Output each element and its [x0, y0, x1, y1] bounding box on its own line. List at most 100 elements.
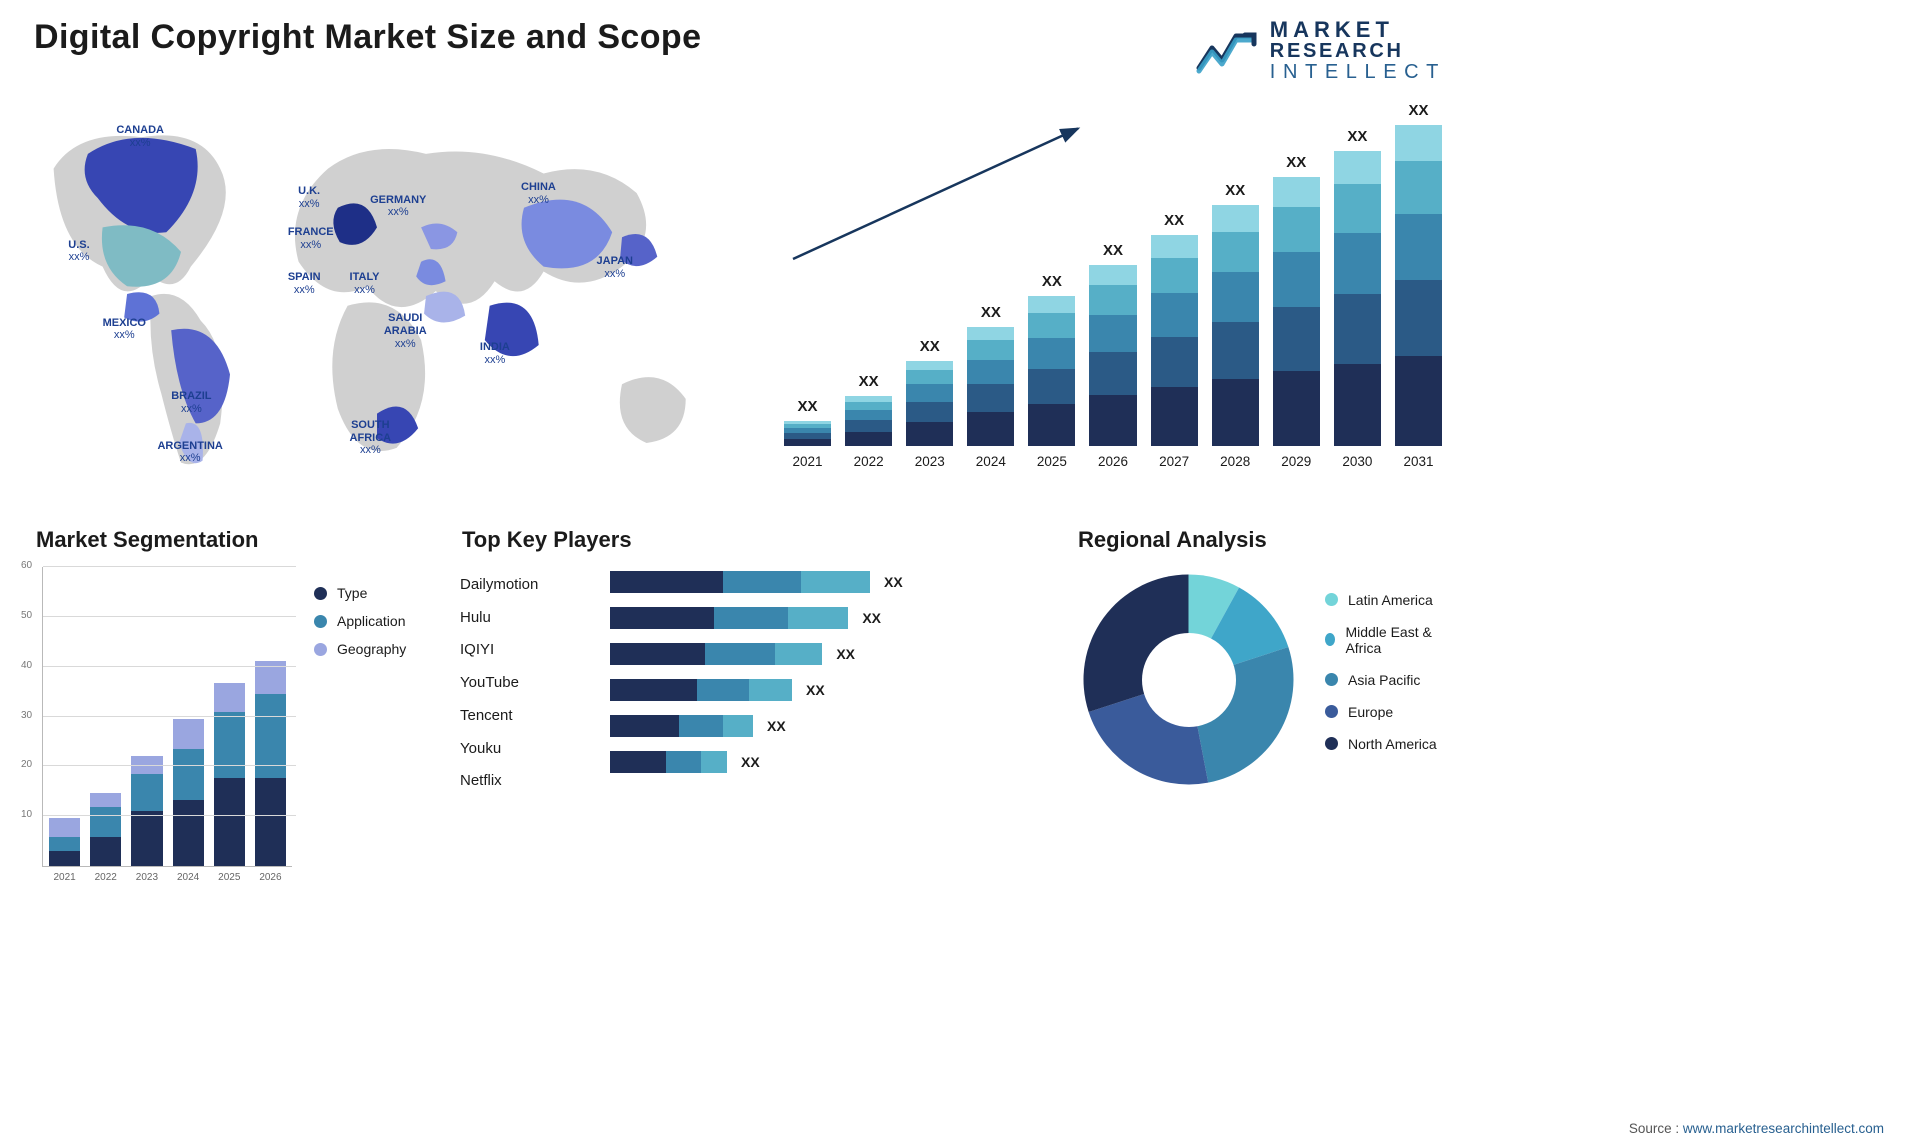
- player-name: Hulu: [460, 602, 575, 635]
- brand-line3: INTELLECT: [1270, 62, 1446, 83]
- regional-donut-chart: [1076, 567, 1301, 792]
- legend-item: Application: [314, 613, 406, 629]
- map-label: SPAINxx%: [288, 271, 321, 296]
- bar-value-label: XX: [981, 304, 1001, 321]
- map-label: JAPANxx%: [597, 255, 633, 280]
- legend-item: Geography: [314, 641, 406, 657]
- player-name: Youku: [460, 733, 575, 766]
- forecast-bar: XX 2031: [1395, 102, 1442, 469]
- players-list: DailymotionHuluIQIYIYouTubeTencentYoukuN…: [460, 567, 575, 798]
- forecast-bar: XX 2025: [1028, 273, 1075, 469]
- segmentation-bar: 2022: [90, 793, 121, 866]
- world-map-panel: CANADAxx% U.S.xx% MEXICOxx% BRAZILxx% ARGENT…: [34, 91, 720, 501]
- legend-item: Type: [314, 585, 406, 601]
- legend-item: Europe: [1325, 704, 1446, 720]
- player-value-label: XX: [741, 754, 760, 770]
- player-name: YouTube: [460, 667, 575, 700]
- segmentation-heading: Market Segmentation: [36, 527, 434, 553]
- bar-value-label: XX: [1164, 212, 1184, 229]
- forecast-bar-chart: XX 2021 XX 2022 XX 2023 XX 2024 XX 2025 XX 2026 XX 20…: [760, 91, 1446, 501]
- brand-logo: MARKET RESEARCH INTELLECT: [1196, 18, 1446, 83]
- bar-x-label: 2021: [793, 454, 823, 469]
- forecast-bar: XX 2027: [1151, 212, 1198, 469]
- bar-value-label: XX: [1225, 182, 1245, 199]
- map-label: SAUDIARABIAxx%: [384, 312, 427, 350]
- segmentation-chart: 202120222023202420252026 102030405060: [42, 567, 292, 867]
- bar-value-label: XX: [1286, 154, 1306, 171]
- brand-line2: RESEARCH: [1270, 41, 1446, 62]
- source-line: Source : www.marketresearchintellect.com: [1629, 1121, 1884, 1136]
- bar-x-label: 2029: [1281, 454, 1311, 469]
- legend-item: Middle East & Africa: [1325, 624, 1446, 656]
- players-heading: Top Key Players: [462, 527, 1050, 553]
- forecast-bar: XX 2021: [784, 398, 831, 469]
- player-name: IQIYI: [460, 634, 575, 667]
- map-label: ITALYxx%: [350, 271, 380, 296]
- bar-value-label: XX: [798, 398, 818, 415]
- player-name: Netflix: [460, 765, 575, 798]
- bar-x-label: 2030: [1342, 454, 1372, 469]
- forecast-bar: XX 2030: [1334, 128, 1381, 469]
- player-bar-row: XX: [610, 571, 1050, 593]
- forecast-bar: XX 2028: [1212, 182, 1259, 469]
- segmentation-panel: Market Segmentation 2021 2022 2023 2024 2025…: [34, 527, 434, 867]
- players-panel: Top Key Players DailymotionHuluIQIYIYouT…: [460, 527, 1050, 867]
- bar-value-label: XX: [1408, 102, 1428, 119]
- map-label: ARGENTINAxx%: [157, 440, 222, 465]
- segmentation-bar: 2025: [214, 683, 245, 866]
- segmentation-bar: 2023: [131, 756, 162, 866]
- map-label: FRANCExx%: [288, 226, 334, 251]
- bar-value-label: XX: [1042, 273, 1062, 290]
- map-label: CHINAxx%: [521, 181, 556, 206]
- player-name: Dailymotion: [460, 569, 575, 602]
- bar-x-label: 2026: [1098, 454, 1128, 469]
- bar-value-label: XX: [1103, 242, 1123, 259]
- bar-x-label: 2022: [854, 454, 884, 469]
- bar-x-label: 2028: [1220, 454, 1250, 469]
- map-label: MEXICOxx%: [103, 317, 146, 342]
- segmentation-bar: 2024: [173, 719, 204, 866]
- player-bar-row: XX: [610, 643, 1050, 665]
- player-value-label: XX: [806, 682, 825, 698]
- map-label: INDIAxx%: [480, 341, 510, 366]
- bar-value-label: XX: [859, 373, 879, 390]
- segmentation-bar: 2021: [49, 818, 80, 866]
- map-label: BRAZILxx%: [171, 390, 211, 415]
- player-value-label: XX: [862, 610, 881, 626]
- forecast-bar: XX 2023: [906, 338, 953, 469]
- regional-legend: Latin America Middle East & Africa Asia Pa…: [1325, 592, 1446, 768]
- player-bar-row: XX: [610, 679, 1050, 701]
- segmentation-legend: Type Application Geography: [314, 585, 406, 867]
- regional-heading: Regional Analysis: [1078, 527, 1446, 553]
- brand-line1: MARKET: [1270, 18, 1446, 41]
- forecast-bar: XX 2022: [845, 373, 892, 469]
- player-value-label: XX: [884, 574, 903, 590]
- map-label: GERMANYxx%: [370, 194, 426, 219]
- regional-panel: Regional Analysis Latin America Middle Ea…: [1076, 527, 1446, 867]
- bar-x-label: 2031: [1403, 454, 1433, 469]
- bar-x-label: 2024: [976, 454, 1006, 469]
- legend-item: Latin America: [1325, 592, 1446, 608]
- segmentation-bar: 2026: [255, 661, 286, 866]
- forecast-bar: XX 2029: [1273, 154, 1320, 469]
- bar-value-label: XX: [920, 338, 940, 355]
- map-label: U.S.xx%: [68, 239, 89, 264]
- player-bar-row: XX: [610, 715, 1050, 737]
- brand-mark-icon: [1196, 28, 1258, 74]
- page-title: Digital Copyright Market Size and Scope: [34, 18, 701, 57]
- player-value-label: XX: [836, 646, 855, 662]
- player-name: Tencent: [460, 700, 575, 733]
- legend-item: Asia Pacific: [1325, 672, 1446, 688]
- player-bar-row: XX: [610, 751, 1050, 773]
- bar-x-label: 2027: [1159, 454, 1189, 469]
- bar-x-label: 2023: [915, 454, 945, 469]
- map-label: CANADAxx%: [116, 124, 164, 149]
- forecast-bar: XX 2024: [967, 304, 1014, 469]
- bar-value-label: XX: [1347, 128, 1367, 145]
- player-value-label: XX: [767, 718, 786, 734]
- bar-x-label: 2025: [1037, 454, 1067, 469]
- map-label: U.K.xx%: [298, 185, 320, 210]
- players-bar-chart: XX XX XX XX XX XX: [610, 567, 1050, 798]
- map-label: SOUTHAFRICAxx%: [350, 419, 392, 457]
- player-bar-row: XX: [610, 607, 1050, 629]
